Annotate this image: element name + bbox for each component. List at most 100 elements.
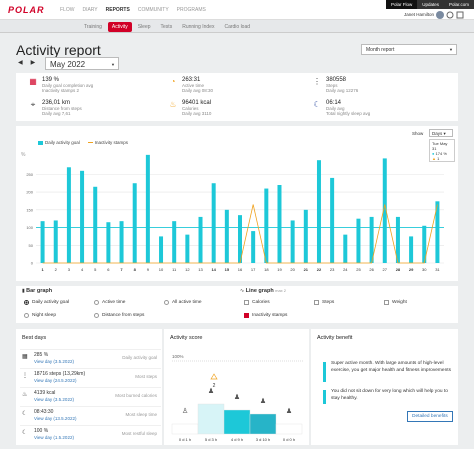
bar-option-all-active[interactable]: All active time — [164, 300, 202, 305]
bar-option-distance[interactable]: Distance from steps — [94, 313, 144, 318]
tooltip-stamp-icon: ▲ — [432, 156, 436, 161]
y-tick-label: 200 — [26, 190, 33, 195]
line-option-weight[interactable]: Weight — [384, 300, 407, 305]
month-select-value: May 2022 — [50, 60, 86, 69]
show-label: Show — [412, 131, 424, 136]
month-arrows: ◀ ▶ — [18, 59, 35, 66]
stat-goal: ▦ 139 % Daily goal completion avg Inacti… — [29, 77, 94, 93]
tab-sleep[interactable]: Sleep — [137, 24, 151, 30]
bar-day-23 — [330, 177, 335, 263]
chart-panel: Daily activity goal Inactivity stamps Sh… — [16, 126, 458, 281]
best-day-row: ☾ 100 % View day (1.5.2022) Most restful sl… — [20, 425, 161, 441]
bar-day-30 — [422, 225, 427, 263]
stat-distance: ⌖ 236,01 km Distance from steps Daily av… — [28, 100, 82, 116]
bar-day-22 — [316, 160, 321, 263]
bar-graph-icon: ▮ — [22, 288, 25, 294]
settings-icons — [446, 11, 464, 19]
bar-day-10 — [159, 236, 164, 263]
nav-programs[interactable]: PROGRAMS — [176, 7, 206, 13]
top-bar: POLAR FLOW DIARY REPORTS COMMUNITY PROGR… — [0, 0, 474, 20]
view-day-link[interactable]: View day (13.5.2022) — [34, 416, 77, 421]
y-tick-label: 250 — [26, 172, 33, 177]
legend-stamps: Inactivity stamps — [87, 140, 128, 145]
summary-panel: ▦ 139 % Daily goal completion avg Inacti… — [16, 73, 458, 121]
activity-score-panel: Activity score 100% 0 d 1 h ♙ 5 d 3 h ♟ 4 d 9… — [164, 329, 309, 445]
clock-icon: ◔ — [170, 77, 176, 86]
tab-training[interactable]: Training — [84, 24, 102, 30]
x-tick-label: 9 — [147, 267, 150, 272]
best-day-row: ⋮ 18716 steps (13,29km) View day (24.5.202… — [20, 368, 161, 384]
view-day-link[interactable]: View day (3.5.2022) — [34, 359, 74, 364]
score-bar — [249, 413, 277, 435]
nav-flow[interactable]: FLOW — [60, 7, 75, 13]
nav-community[interactable]: COMMUNITY — [137, 7, 169, 13]
view-day-link[interactable]: View day (1.5.2022) — [34, 435, 74, 440]
x-tick-label: 24 — [343, 267, 348, 272]
bar-option-night-sleep[interactable]: Night sleep — [24, 313, 56, 318]
x-tick-label: 16 — [238, 267, 243, 272]
x-tick-label: 20 — [290, 267, 295, 272]
updates-link[interactable]: Updates — [417, 0, 444, 9]
tab-activity[interactable]: Activity — [107, 22, 132, 32]
detailed-benefits-button[interactable]: Detailed benefits — [407, 411, 453, 422]
bar-day-3 — [66, 167, 71, 263]
bar-day-11 — [172, 221, 177, 263]
tab-tests[interactable]: Tests — [160, 24, 173, 30]
bar-graph-header: ▮ Bar graph — [22, 288, 52, 294]
line-option-inactivity[interactable]: Inactivity stamps — [244, 313, 287, 318]
period-select-value: Month report — [366, 47, 395, 53]
days-select[interactable]: Days ▾ — [429, 129, 453, 137]
next-arrow-icon[interactable]: ▶ — [30, 60, 36, 66]
view-day-link[interactable]: View day (3.5.2022) — [34, 397, 74, 402]
activity-level-icon: ♙ — [182, 407, 188, 415]
bar-day-14 — [211, 183, 216, 263]
moon-icon: ☾ — [22, 411, 28, 417]
bar-day-8 — [132, 183, 137, 263]
best-days-title: Best days — [22, 335, 47, 341]
x-tick-label: 22 — [317, 267, 322, 272]
user-name[interactable]: Janet Hamilton — [403, 12, 434, 17]
activity-benefit-title: Activity benefit — [317, 335, 353, 341]
x-tick-label: 26 — [369, 267, 374, 272]
bar-day-12 — [185, 234, 190, 263]
x-tick-label: 28 — [396, 267, 401, 272]
best-days-panel: Best days ▦ 285 % View day (3.5.2022) Daily… — [16, 329, 162, 445]
bar-day-28 — [395, 216, 400, 263]
nav-reports[interactable]: REPORTS — [105, 7, 130, 13]
inactivity-stamp-icon — [210, 373, 218, 380]
polar-flow-link[interactable]: Polar Flow — [385, 0, 418, 9]
line-option-calories[interactable]: Calories — [244, 300, 270, 305]
bar-option-active-time[interactable]: Active time — [94, 300, 125, 305]
line-graph-icon: ∿ — [240, 288, 245, 294]
best-day-value: 100 % — [34, 428, 49, 434]
bar-day-25 — [356, 218, 361, 263]
tooltip-date: Tue May 31 — [432, 141, 448, 151]
polar-com-link[interactable]: Polar.com — [443, 0, 474, 9]
period-select[interactable]: Month report ▼ — [361, 44, 457, 55]
tab-cardio-load[interactable]: Cardio load — [224, 24, 251, 30]
bar-day-26 — [369, 216, 374, 263]
tab-running-index[interactable]: Running Index — [182, 24, 215, 30]
best-day-category: Most sleep time — [125, 412, 157, 417]
best-day-category: Most burned calories — [115, 393, 157, 398]
score-duration-label: 0 d 0 h — [283, 437, 295, 442]
best-day-value: 4139 kcal — [34, 390, 56, 396]
activity-level-icon: ♟ — [208, 387, 214, 395]
x-tick-label: 12 — [185, 267, 190, 272]
x-tick-label: 1 — [41, 267, 44, 272]
bar-day-18 — [264, 188, 269, 263]
month-select[interactable]: May 2022 ▼ — [45, 57, 119, 70]
view-day-link[interactable]: View day (24.5.2022) — [34, 378, 77, 383]
nav-diary[interactable]: DIARY — [82, 7, 98, 13]
flame-icon: ♨ — [169, 100, 177, 109]
x-tick-label: 6 — [107, 267, 110, 272]
bar-graph-title: Bar graph — [26, 288, 53, 294]
line-option-steps[interactable]: Steps — [314, 300, 334, 305]
graph-options: ▮ Bar graph Daily activity goal Active t… — [16, 286, 458, 323]
prev-arrow-icon[interactable]: ◀ — [18, 60, 23, 66]
score-duration-label: 0 d 1 h — [179, 437, 191, 442]
bar-option-goal[interactable]: Daily activity goal — [24, 300, 69, 305]
y-axis-icon: % — [21, 152, 26, 158]
avatar[interactable] — [436, 11, 444, 19]
polar-logo[interactable]: POLAR — [8, 5, 45, 15]
